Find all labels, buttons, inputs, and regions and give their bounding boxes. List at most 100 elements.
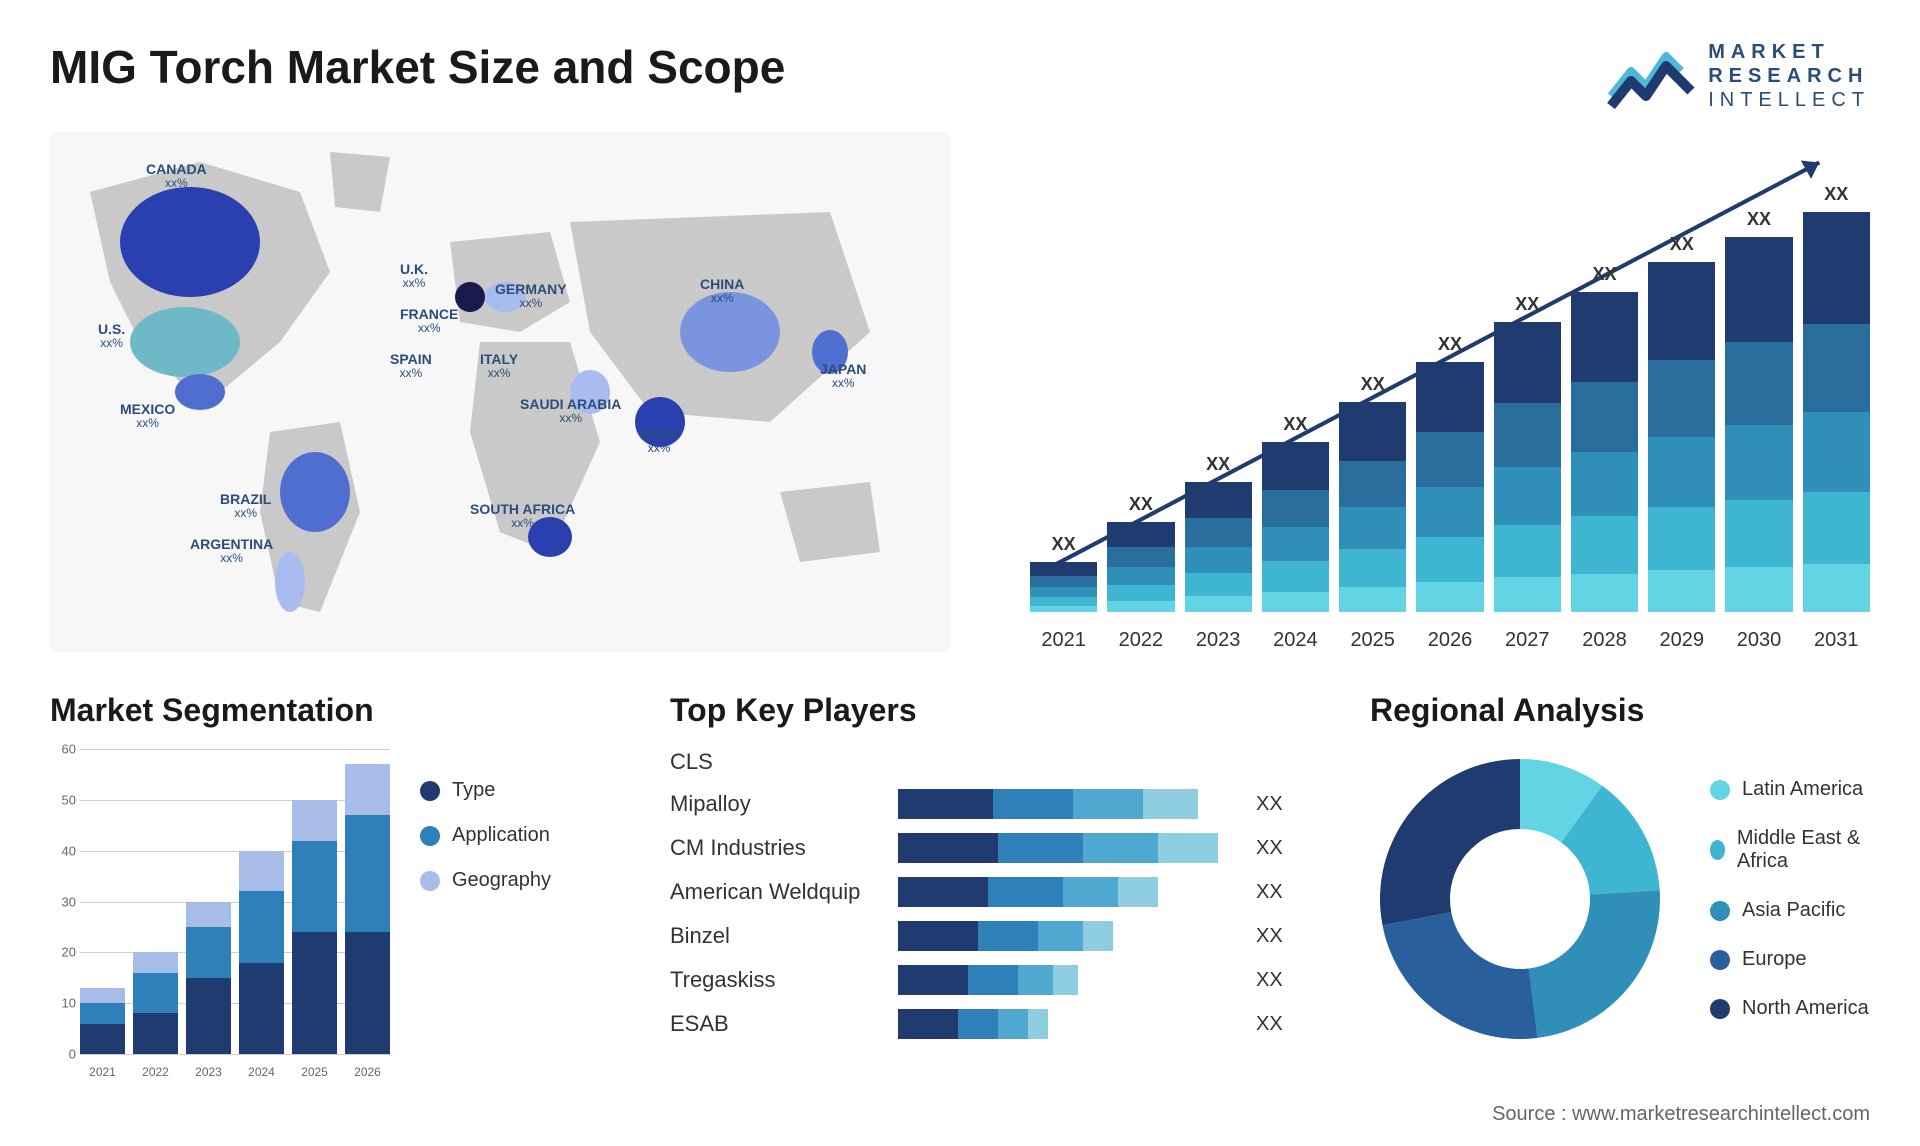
segmentation-panel: Market Segmentation 01020304050602021202… (50, 692, 610, 1079)
growth-bar-segment (1648, 570, 1715, 612)
legend-label: Application (452, 824, 550, 847)
growth-bar: XX (1571, 292, 1638, 612)
seg-bar (239, 851, 284, 1054)
donut-segment (1380, 759, 1520, 925)
growth-bar-segment (1030, 562, 1097, 576)
growth-bar-segment (1339, 507, 1406, 549)
player-bar-segment (1028, 1009, 1048, 1039)
player-name: Tregaskiss (670, 967, 880, 993)
player-bar-segment (1018, 965, 1053, 995)
player-bar-segment (898, 833, 998, 863)
source-text: Source : www.marketresearchintellect.com (1492, 1103, 1870, 1126)
growth-year-label: 2025 (1339, 629, 1406, 652)
growth-bar-segment (1725, 237, 1792, 342)
seg-bar-segment (133, 952, 178, 972)
donut-svg (1370, 749, 1670, 1049)
country-label: ARGENTINAxx% (190, 537, 273, 566)
growth-bar-value: XX (1571, 264, 1638, 285)
growth-bar-segment (1262, 442, 1329, 490)
growth-bar: XX (1494, 322, 1561, 612)
legend-label: Type (452, 779, 495, 802)
seg-ylabel: 60 (50, 742, 76, 757)
growth-bar-segment (1648, 262, 1715, 360)
logo: MARKET RESEARCH INTELLECT (1606, 40, 1870, 112)
player-name: CM Industries (670, 835, 880, 861)
player-bar (898, 1009, 1228, 1039)
legend-item: Middle East & Africa (1710, 827, 1870, 873)
player-bar-segment (898, 789, 993, 819)
player-bar (898, 921, 1228, 951)
seg-bar-segment (80, 1024, 125, 1055)
growth-year-label: 2022 (1107, 629, 1174, 652)
country-label: FRANCExx% (400, 307, 458, 336)
logo-line3: INTELLECT (1708, 88, 1870, 112)
growth-bar-segment (1262, 592, 1329, 612)
seg-bar-segment (239, 891, 284, 962)
seg-bar-segment (239, 851, 284, 892)
legend-item: Type (420, 779, 551, 802)
player-bar-segment (1038, 921, 1083, 951)
seg-ylabel: 50 (50, 792, 76, 807)
seg-ylabel: 10 (50, 996, 76, 1011)
growth-bars-row: XXXXXXXXXXXXXXXXXXXXXX (1030, 192, 1870, 612)
player-name: Mipalloy (670, 791, 880, 817)
legend-label: Geography (452, 869, 551, 892)
header: MIG Torch Market Size and Scope MARKET R… (50, 40, 1870, 112)
player-bar-segment (998, 1009, 1028, 1039)
player-value: XX (1256, 969, 1283, 992)
seg-year-label: 2024 (239, 1065, 284, 1079)
regional-legend: Latin AmericaMiddle East & AfricaAsia Pa… (1710, 778, 1870, 1020)
growth-bar: XX (1803, 212, 1870, 612)
player-bar-segment (958, 1009, 998, 1039)
growth-bar-value: XX (1107, 494, 1174, 515)
player-name: ESAB (670, 1011, 880, 1037)
growth-bar-segment (1030, 576, 1097, 587)
regional-donut (1370, 749, 1670, 1049)
world-map-bg: CANADAxx%U.S.xx%MEXICOxx%BRAZILxx%ARGENT… (50, 132, 950, 652)
seg-ylabel: 40 (50, 843, 76, 858)
growth-bar-segment (1107, 585, 1174, 601)
growth-bar-segment (1339, 587, 1406, 612)
seg-bar-segment (133, 973, 178, 1014)
legend-swatch (1710, 950, 1730, 970)
seg-ylabel: 20 (50, 945, 76, 960)
country-label: SPAINxx% (390, 352, 432, 381)
seg-year-label: 2023 (186, 1065, 231, 1079)
player-value: XX (1256, 881, 1283, 904)
legend-swatch (1710, 780, 1730, 800)
growth-bar-value: XX (1494, 294, 1561, 315)
growth-bar-segment (1185, 573, 1252, 596)
growth-year-label: 2027 (1494, 629, 1561, 652)
growth-bar-value: XX (1030, 534, 1097, 555)
segmentation-chart: 0102030405060202120222023202420252026 (50, 749, 390, 1079)
logo-icon (1606, 41, 1696, 111)
growth-bar-value: XX (1339, 374, 1406, 395)
growth-bar-segment (1494, 322, 1561, 403)
player-name: American Weldquip (670, 879, 880, 905)
growth-bar-segment (1107, 547, 1174, 567)
player-bar-segment (968, 965, 1018, 995)
country-label: MEXICOxx% (120, 402, 175, 431)
seg-year-label: 2025 (292, 1065, 337, 1079)
seg-bar-segment (292, 841, 337, 933)
legend-item: Latin America (1710, 778, 1870, 801)
legend-swatch (1710, 840, 1725, 860)
growth-bar-value: XX (1725, 209, 1792, 230)
legend-swatch (420, 826, 440, 846)
segmentation-legend: Type Application Geography (420, 749, 551, 1079)
seg-ylabel: 0 (50, 1047, 76, 1062)
logo-line2: RESEARCH (1708, 64, 1870, 88)
growth-bar-segment (1571, 292, 1638, 382)
player-bar-segment (898, 965, 968, 995)
player-name: Binzel (670, 923, 880, 949)
growth-bar-segment (1803, 492, 1870, 564)
growth-bar-segment (1030, 606, 1097, 612)
growth-bar-segment (1648, 507, 1715, 570)
seg-year-label: 2022 (133, 1065, 178, 1079)
seg-year-label: 2021 (80, 1065, 125, 1079)
seg-bar-segment (80, 1003, 125, 1023)
growth-bar-segment (1494, 467, 1561, 525)
legend-item: Application (420, 824, 551, 847)
growth-bar-segment (1107, 567, 1174, 585)
seg-xlabels: 202120222023202420252026 (80, 1065, 390, 1079)
